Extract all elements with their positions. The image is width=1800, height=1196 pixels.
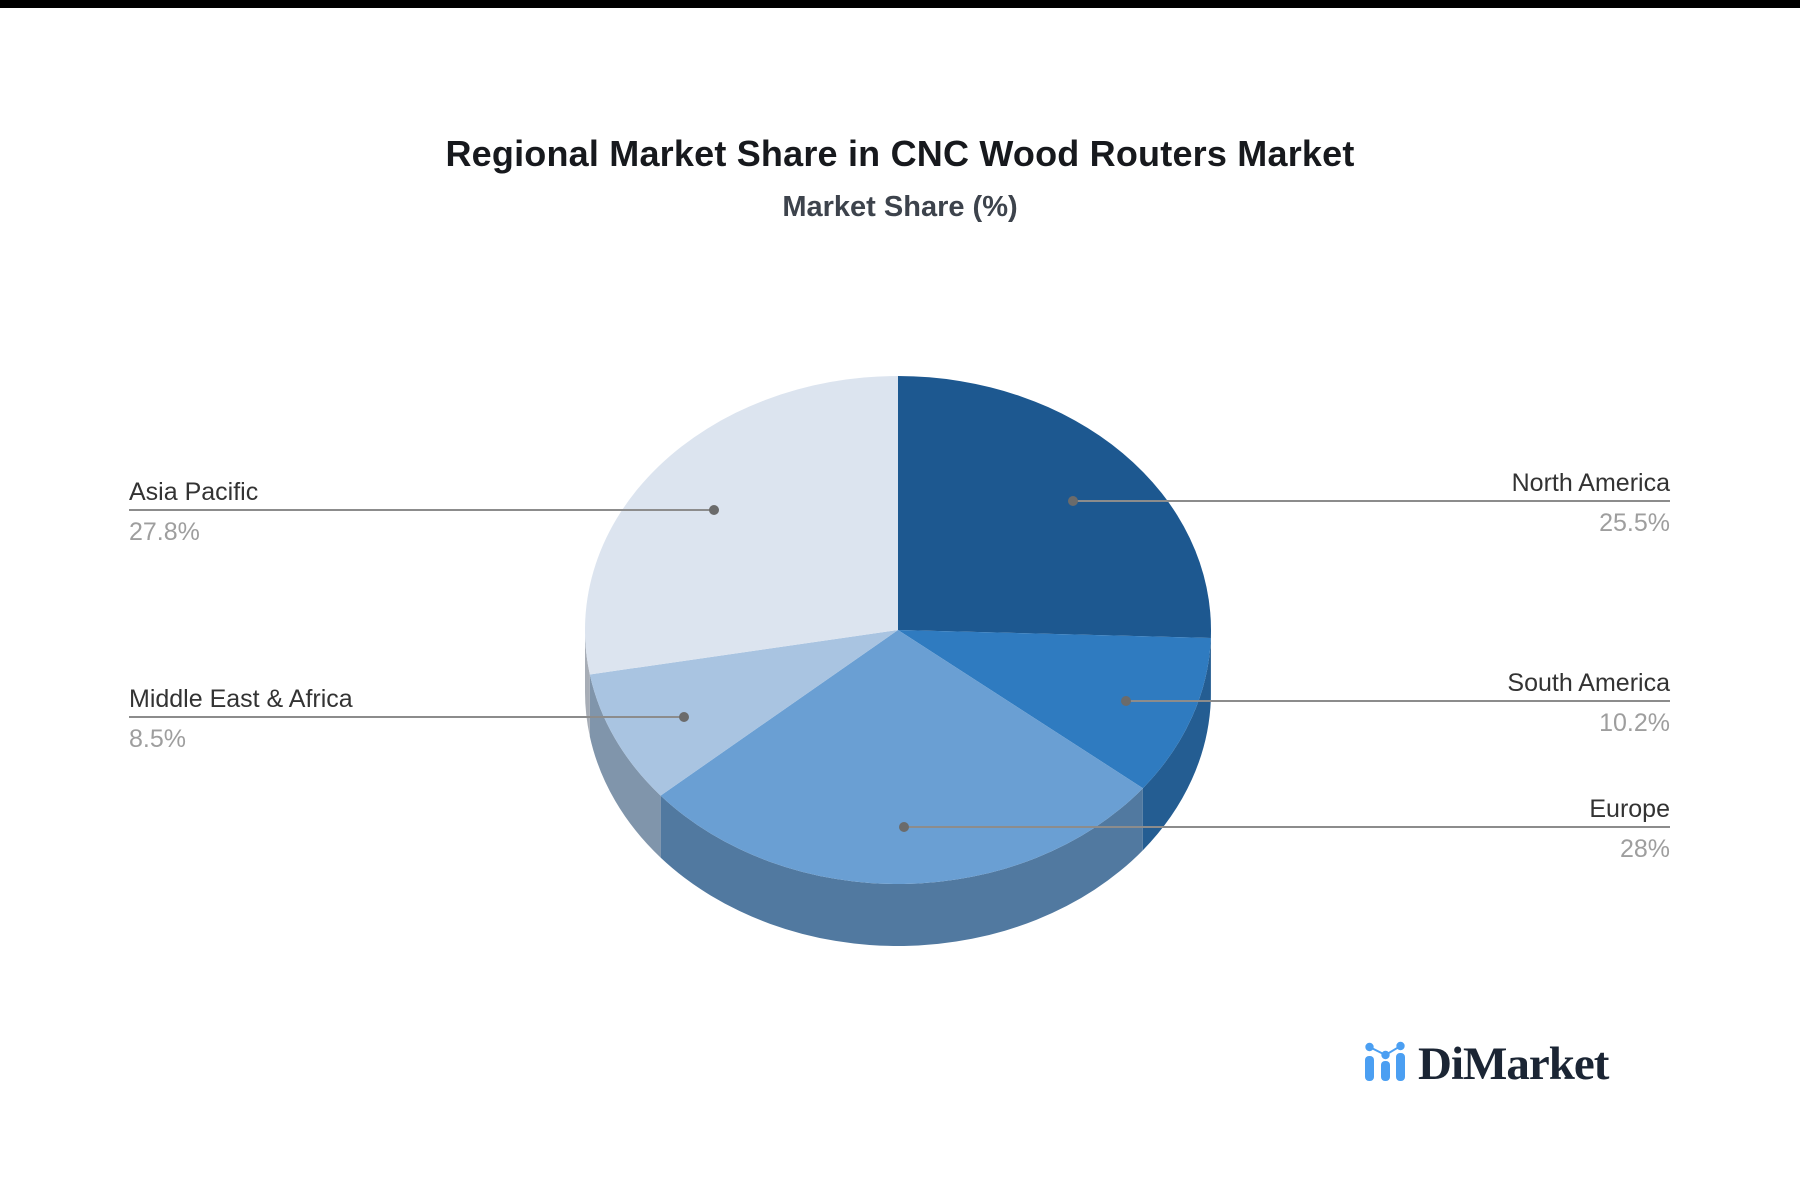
brand-logo: DiMarket [1364,1038,1609,1090]
pie-slice-side-europe [660,788,1143,947]
pie-slice-side-south-america [1142,637,1211,851]
callout-dot-asia-pacific [709,505,719,515]
slice-label-south-america: South America [1507,669,1670,697]
brand-logo-text: DiMarket [1418,1038,1609,1090]
callout-dot-europe [899,822,909,832]
slice-label-europe: Europe [1589,795,1670,823]
callout-dot-north-america [1068,496,1078,506]
pie-slice-europe[interactable] [660,630,1143,885]
top-border [0,0,1800,8]
pie-slice-side-asia-pacific [585,630,590,737]
slice-value-asia-pacific: 27.8% [129,518,200,546]
slice-value-north-america: 25.5% [1599,509,1670,537]
pie-slice-middle-east-africa[interactable] [589,630,898,796]
slice-value-europe: 28% [1620,835,1670,863]
bar-chart-icon [1365,1041,1405,1081]
pie-slice-north-america[interactable] [898,376,1211,638]
slice-label-middle-east-africa: Middle East & Africa [129,685,353,713]
pie-slice-asia-pacific[interactable] [585,376,898,675]
chart-subtitle: Market Share (%) [782,191,1018,223]
chart-title: Regional Market Share in CNC Wood Router… [445,133,1355,174]
pie-slice-side-middle-east-africa [589,674,661,858]
slice-value-south-america: 10.2% [1599,709,1670,737]
slice-label-asia-pacific: Asia Pacific [129,478,258,506]
slice-value-middle-east-africa: 8.5% [129,725,186,753]
pie-slice-south-america[interactable] [898,630,1211,789]
callout-dot-south-america [1121,696,1131,706]
slice-label-north-america: North America [1512,469,1670,497]
callout-dot-middle-east-africa [679,712,689,722]
